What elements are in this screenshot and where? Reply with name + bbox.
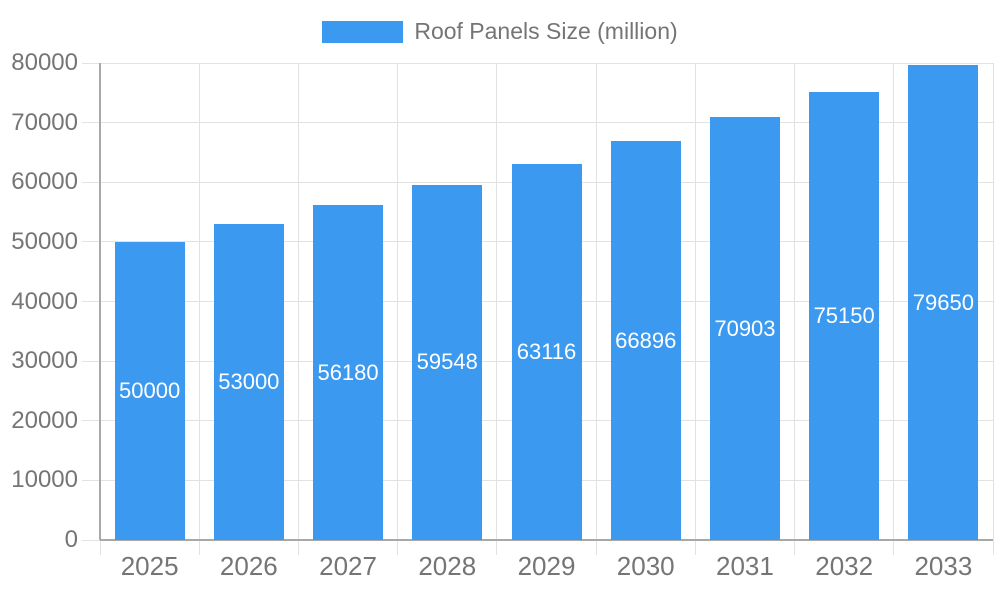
grid-line-vertical bbox=[893, 63, 895, 540]
legend-label: Roof Panels Size (million) bbox=[414, 18, 678, 44]
grid-line-vertical bbox=[694, 63, 696, 540]
x-tick-label: 2025 bbox=[120, 551, 179, 581]
bar-value-label: 63116 bbox=[516, 338, 577, 364]
legend-swatch bbox=[322, 20, 404, 43]
x-tick-label: 2026 bbox=[219, 551, 278, 581]
bar-value-label: 59548 bbox=[416, 349, 478, 375]
grid-line-vertical bbox=[992, 63, 994, 540]
bar bbox=[313, 205, 384, 540]
x-tick-label: 2033 bbox=[914, 551, 973, 581]
y-axis-tick bbox=[82, 181, 100, 183]
y-axis-tick bbox=[82, 479, 100, 481]
bar-value-label: 79650 bbox=[912, 289, 974, 315]
x-tick-label: 2027 bbox=[319, 551, 377, 581]
grid-line-vertical bbox=[595, 63, 597, 540]
y-axis-tick bbox=[82, 539, 100, 541]
y-axis-tick bbox=[82, 360, 100, 362]
bar bbox=[610, 141, 681, 540]
x-axis-tick bbox=[397, 540, 399, 555]
y-axis-tick bbox=[82, 62, 100, 64]
grid-line-vertical bbox=[794, 63, 796, 540]
y-tick-label: 10000 bbox=[11, 466, 78, 494]
y-tick-label: 30000 bbox=[11, 347, 78, 375]
x-axis-tick bbox=[794, 540, 796, 555]
legend: Roof Panels Size (million) bbox=[0, 18, 1000, 45]
bar-value-label: 70903 bbox=[714, 315, 776, 341]
x-axis-tick bbox=[496, 540, 498, 555]
x-tick-label: 2032 bbox=[815, 551, 874, 581]
y-tick-label: 50000 bbox=[11, 227, 78, 255]
y-axis-tick bbox=[82, 301, 100, 302]
bar-value-label: 53000 bbox=[218, 368, 280, 394]
x-axis-tick bbox=[893, 540, 895, 555]
x-tick-label: 2031 bbox=[716, 551, 774, 581]
grid-line-vertical bbox=[297, 63, 299, 540]
bar bbox=[213, 223, 284, 540]
bar bbox=[511, 163, 582, 540]
x-tick-label: 2030 bbox=[616, 551, 675, 581]
bar bbox=[809, 91, 880, 540]
x-axis-tick bbox=[694, 540, 696, 555]
x-axis-line bbox=[100, 539, 993, 541]
y-axis-tick bbox=[82, 122, 100, 124]
bar bbox=[908, 65, 979, 540]
bar-value-label: 50000 bbox=[119, 377, 181, 403]
grid-line-vertical bbox=[198, 63, 200, 540]
bar bbox=[709, 117, 780, 540]
y-tick-label: 70000 bbox=[11, 108, 78, 136]
x-axis-tick bbox=[297, 540, 299, 555]
y-tick-label: 0 bbox=[64, 526, 78, 553]
bar bbox=[412, 184, 483, 540]
bar-value-label: 75150 bbox=[813, 302, 875, 328]
x-tick-label: 2029 bbox=[517, 551, 576, 581]
bar-value-label: 56180 bbox=[317, 359, 379, 385]
grid-line-horizontal bbox=[100, 62, 993, 64]
y-tick-label: 80000 bbox=[11, 49, 78, 76]
x-axis-tick bbox=[198, 540, 200, 555]
grid-line-vertical bbox=[496, 63, 498, 540]
x-axis-tick bbox=[99, 540, 101, 555]
y-tick-label: 20000 bbox=[11, 406, 78, 434]
y-tick-label: 60000 bbox=[11, 168, 78, 196]
y-axis-tick bbox=[82, 420, 100, 422]
grid-line-horizontal bbox=[100, 122, 993, 124]
bar-value-label: 66896 bbox=[615, 327, 677, 353]
x-axis-tick bbox=[595, 540, 597, 555]
y-tick-label: 40000 bbox=[11, 287, 78, 315]
bar bbox=[114, 241, 185, 540]
x-axis-tick bbox=[992, 540, 994, 555]
y-axis-line bbox=[99, 63, 101, 540]
grid-line-vertical bbox=[397, 63, 399, 540]
y-axis-tick bbox=[82, 241, 100, 243]
x-tick-label: 2028 bbox=[418, 551, 477, 581]
